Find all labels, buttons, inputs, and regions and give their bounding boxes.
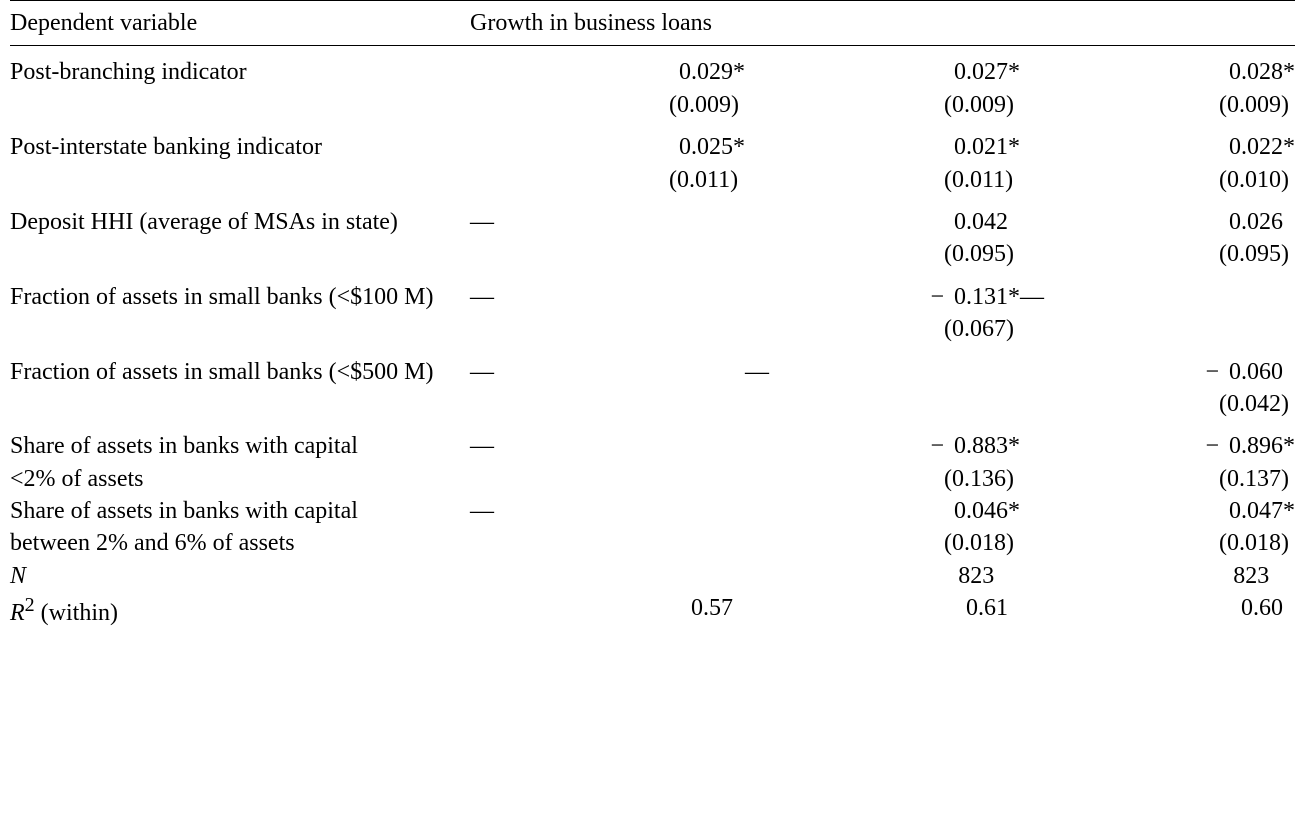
coef-cell: −0.131*: [745, 281, 1020, 313]
table-row: (0.095) (0.095): [10, 238, 1295, 270]
table-row: Fraction of assets in small banks (<$500…: [10, 346, 1295, 388]
coef-cell: 0.042: [745, 206, 1020, 238]
dash-cell: —: [470, 196, 745, 238]
dash-cell: —: [470, 420, 745, 462]
se-cell: (0.137): [1020, 463, 1295, 495]
r2-row: R2 (within) 0.57 0.61 0.60: [10, 592, 1295, 629]
coef-cell: 0.022*: [1020, 131, 1295, 163]
dash-cell: —: [470, 271, 745, 313]
se-cell: (0.010): [1020, 164, 1295, 196]
r2-value: 0.60: [1020, 592, 1295, 624]
se-cell: (0.136): [745, 463, 1020, 495]
coef-cell: 0.028*: [1020, 56, 1295, 88]
table-row: (0.067): [10, 313, 1295, 345]
table-row: Deposit HHI (average of MSAs in state) —…: [10, 196, 1295, 238]
row-label: Post-interstate banking indicator: [10, 121, 470, 163]
coef-cell: 0.027*: [745, 56, 1020, 88]
row-label: Share of assets in banks with capital: [10, 495, 470, 527]
r2-label: R2 (within): [10, 592, 470, 629]
r2-value: 0.61: [745, 592, 1020, 624]
coef-cell: 0.025*: [470, 131, 745, 163]
table-row: Share of assets in banks with capital — …: [10, 495, 1295, 527]
se-cell: (0.009): [1020, 89, 1295, 121]
coef-cell: 0.021*: [745, 131, 1020, 163]
n-row: N 823 823 823: [10, 560, 1295, 592]
se-cell: (0.009): [470, 89, 745, 121]
table-row: <2% of assets (0.136) (0.137): [10, 463, 1295, 495]
table-row: Post-branching indicator 0.029* 0.027* 0…: [10, 46, 1295, 89]
row-label: Fraction of assets in small banks (<$500…: [10, 346, 470, 388]
se-cell: (0.009): [745, 89, 1020, 121]
coef-cell: −0.883*: [745, 430, 1020, 462]
dependent-variable-label: Dependent variable: [10, 1, 470, 46]
se-cell: (0.018): [745, 527, 1020, 559]
coef-cell: −0.896*: [1020, 430, 1295, 462]
row-label: Post-branching indicator: [10, 46, 470, 89]
regression-table: Dependent variable Growth in business lo…: [10, 0, 1295, 630]
dash-cell: —: [745, 346, 1020, 388]
r2-value: 0.57: [470, 592, 745, 624]
n-label: N: [10, 560, 470, 592]
coef-cell: −0.060: [1020, 356, 1295, 388]
table-row: Share of assets in banks with capital — …: [10, 420, 1295, 462]
dash-cell: —: [470, 495, 745, 527]
se-cell: (0.095): [745, 238, 1020, 270]
table-row: Fraction of assets in small banks (<$100…: [10, 271, 1295, 313]
se-cell: (0.011): [470, 164, 745, 196]
se-cell: (0.067): [745, 313, 1020, 345]
dependent-variable-row: Dependent variable Growth in business lo…: [10, 1, 1295, 46]
row-label: <2% of assets: [10, 463, 470, 495]
coef-cell: 0.029*: [470, 56, 745, 88]
table-row: (0.011) (0.011) (0.010): [10, 164, 1295, 196]
se-cell: (0.042): [1020, 388, 1295, 420]
table-row: between 2% and 6% of assets (0.018) (0.0…: [10, 527, 1295, 559]
row-label: Deposit HHI (average of MSAs in state): [10, 196, 470, 238]
dash-cell: —: [1020, 271, 1295, 313]
table-row: (0.009) (0.009) (0.009): [10, 89, 1295, 121]
row-label: Share of assets in banks with capital: [10, 420, 470, 462]
dash-cell: —: [470, 346, 745, 388]
se-cell: (0.095): [1020, 238, 1295, 270]
table-row: (0.042): [10, 388, 1295, 420]
dependent-variable-value: Growth in business loans: [470, 1, 1295, 46]
coef-cell: 0.046*: [745, 495, 1020, 527]
coef-cell: 0.026: [1020, 206, 1295, 238]
se-cell: (0.011): [745, 164, 1020, 196]
n-value: 823: [470, 560, 745, 592]
coef-cell: 0.047*: [1020, 495, 1295, 527]
row-label: between 2% and 6% of assets: [10, 527, 470, 559]
table-row: Post-interstate banking indicator 0.025*…: [10, 121, 1295, 163]
row-label: Fraction of assets in small banks (<$100…: [10, 271, 470, 313]
se-cell: (0.018): [1020, 527, 1295, 559]
